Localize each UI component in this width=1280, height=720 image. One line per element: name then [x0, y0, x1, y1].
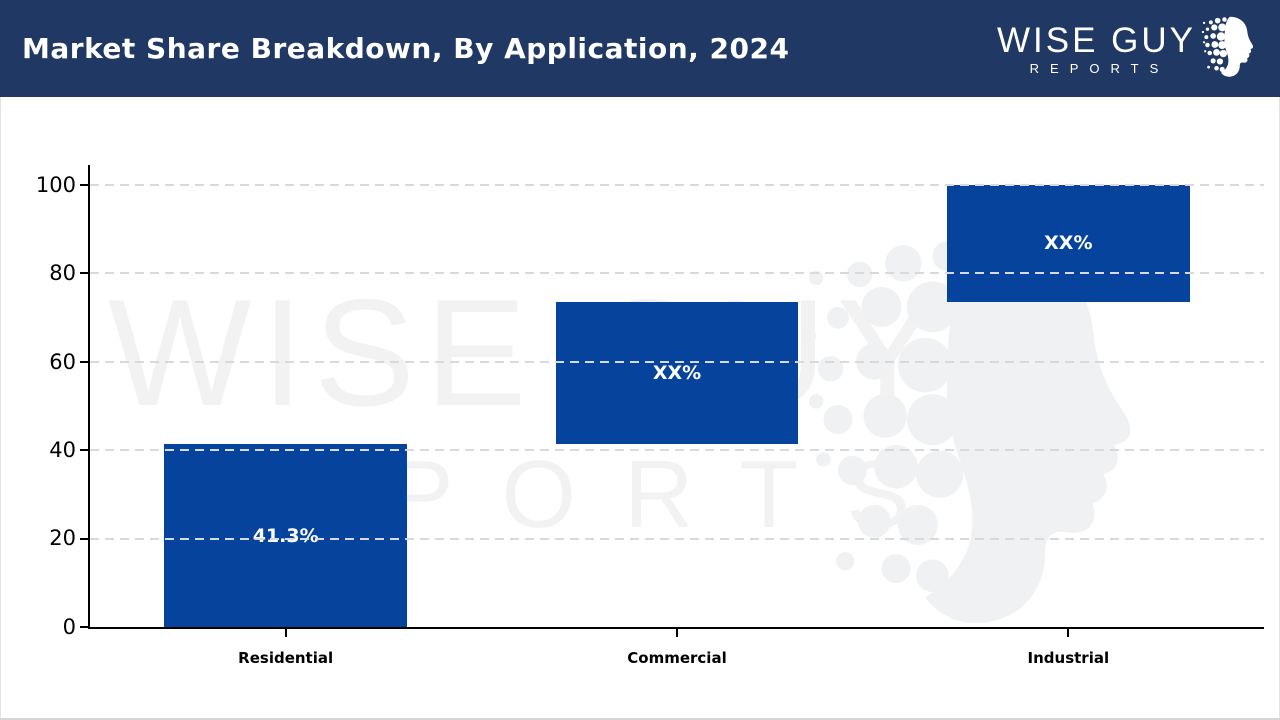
category-label: Residential	[238, 649, 334, 667]
x-axis-tick	[284, 629, 287, 637]
bar-value-label: XX%	[1044, 232, 1093, 255]
y-axis-tick	[80, 272, 88, 275]
y-axis-tick	[80, 183, 88, 186]
y-axis-tick-label: 60	[49, 349, 76, 374]
category-label: Commercial	[627, 649, 727, 667]
category-label: Industrial	[1027, 649, 1110, 667]
y-axis-tick-label: 40	[49, 437, 76, 462]
y-axis-tick	[80, 449, 88, 452]
logo-text: WISE GUY REPORTS	[997, 23, 1196, 75]
wiseguy-head-icon	[1200, 15, 1258, 83]
y-axis-tick	[80, 626, 88, 628]
gridline	[90, 183, 1264, 186]
y-axis-tick-label: 100	[35, 172, 76, 197]
page-title: Market Share Breakdown, By Application, …	[22, 32, 790, 65]
plot-area: 0 20 40 60 80 100 41.3% Residential XX% Commercia…	[36, 165, 1264, 667]
y-axis-tick-label: 0	[62, 614, 76, 639]
gridline	[90, 272, 1264, 275]
chart-canvas: WISE GUY REPORTS 0 20 40 60 80 100 41.3% Reside…	[0, 97, 1280, 720]
logo-wordmark: WISE GUY	[996, 20, 1196, 60]
bar: XX%	[947, 184, 1190, 303]
gridline	[90, 360, 1264, 363]
y-axis-tick-label: 80	[49, 261, 76, 286]
bar: XX%	[555, 302, 799, 445]
bar: 41.3%	[164, 444, 407, 627]
bar-value-label: 41.3%	[252, 524, 319, 547]
y-axis-tick	[80, 537, 88, 540]
logo-subtitle: REPORTS	[1029, 60, 1170, 76]
x-axis-tick	[1067, 629, 1070, 637]
y-axis-tick	[80, 360, 88, 363]
watermark-wordmark: WISE GUY	[108, 268, 949, 438]
header: Market Share Breakdown, By Application, …	[0, 0, 1280, 97]
bar-value-label: XX%	[652, 362, 702, 385]
gridline	[90, 537, 1264, 540]
y-axis-tick-label: 20	[49, 526, 76, 551]
wiseguy-logo: WISE GUY REPORTS	[997, 15, 1258, 83]
x-axis-tick	[676, 629, 678, 637]
gridline	[90, 449, 1264, 452]
